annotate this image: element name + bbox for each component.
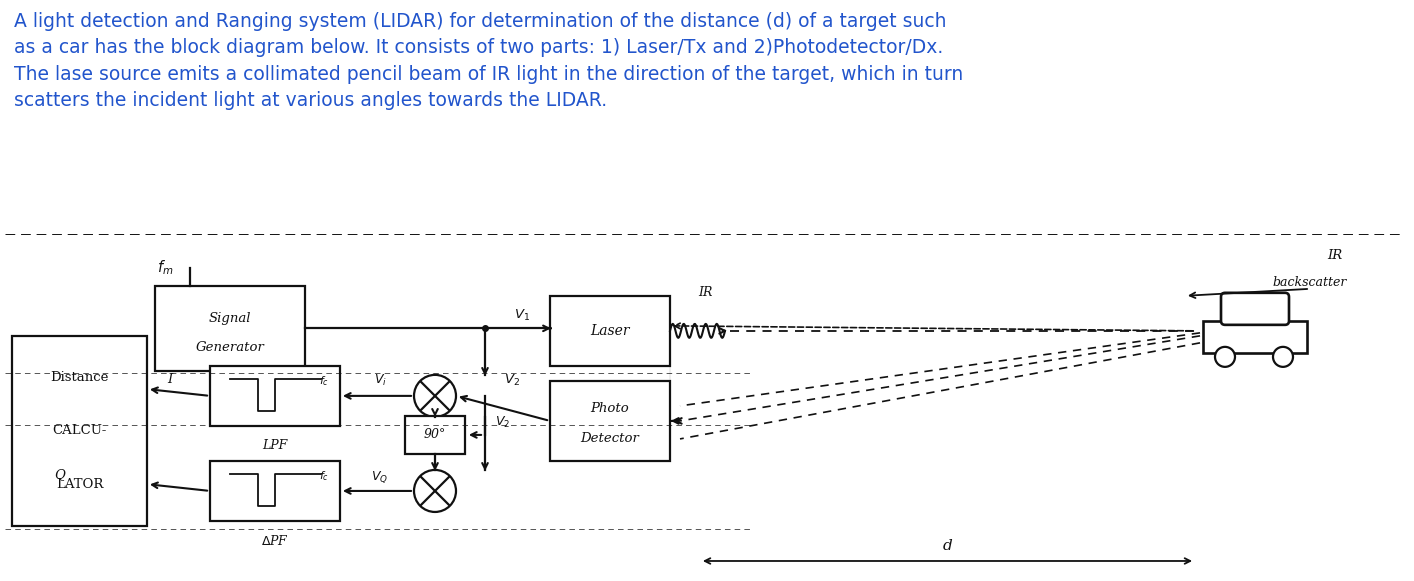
Text: Signal: Signal	[209, 311, 252, 325]
Text: $V_2$: $V_2$	[495, 415, 510, 431]
Bar	[11, 336, 147, 526]
Text: Distance: Distance	[51, 371, 109, 384]
Text: IR: IR	[699, 286, 713, 299]
Text: $f_c$: $f_c$	[320, 469, 329, 483]
Text: CALCU-: CALCU-	[52, 424, 106, 437]
Text: I: I	[167, 372, 173, 386]
Text: $f_c$: $f_c$	[320, 374, 329, 388]
Text: $V_1$: $V_1$	[513, 308, 530, 323]
FancyBboxPatch shape	[1222, 293, 1290, 325]
Text: Laser: Laser	[590, 324, 629, 338]
Text: LATOR: LATOR	[55, 478, 103, 490]
Bar	[156, 286, 305, 371]
Circle shape	[414, 470, 455, 512]
Text: $f_m$: $f_m$	[157, 259, 173, 277]
Text: $V_Q$: $V_Q$	[372, 469, 389, 485]
Bar	[404, 416, 465, 454]
Text: backscatter: backscatter	[1273, 277, 1348, 289]
Circle shape	[1215, 347, 1234, 367]
Text: $V_2$: $V_2$	[503, 374, 520, 389]
Text: d: d	[943, 539, 953, 553]
Circle shape	[414, 375, 455, 417]
Text: Detector: Detector	[581, 432, 639, 445]
Text: LPF: LPF	[263, 439, 287, 453]
Text: 90°: 90°	[424, 428, 447, 442]
Text: IR: IR	[1328, 249, 1343, 262]
Bar	[550, 381, 670, 461]
Bar	[211, 366, 339, 426]
Circle shape	[1273, 347, 1292, 367]
Bar	[211, 461, 339, 521]
Text: $\Delta$PF: $\Delta$PF	[262, 534, 288, 548]
Text: Photo: Photo	[591, 403, 629, 415]
Text: A light detection and Ranging system (LIDAR) for determination of the distance (: A light detection and Ranging system (LI…	[14, 12, 963, 110]
Text: Generator: Generator	[195, 340, 264, 354]
Text: $V_i$: $V_i$	[373, 374, 386, 389]
Bar	[1203, 321, 1307, 353]
Bar	[550, 296, 670, 366]
Text: Q: Q	[55, 468, 65, 480]
